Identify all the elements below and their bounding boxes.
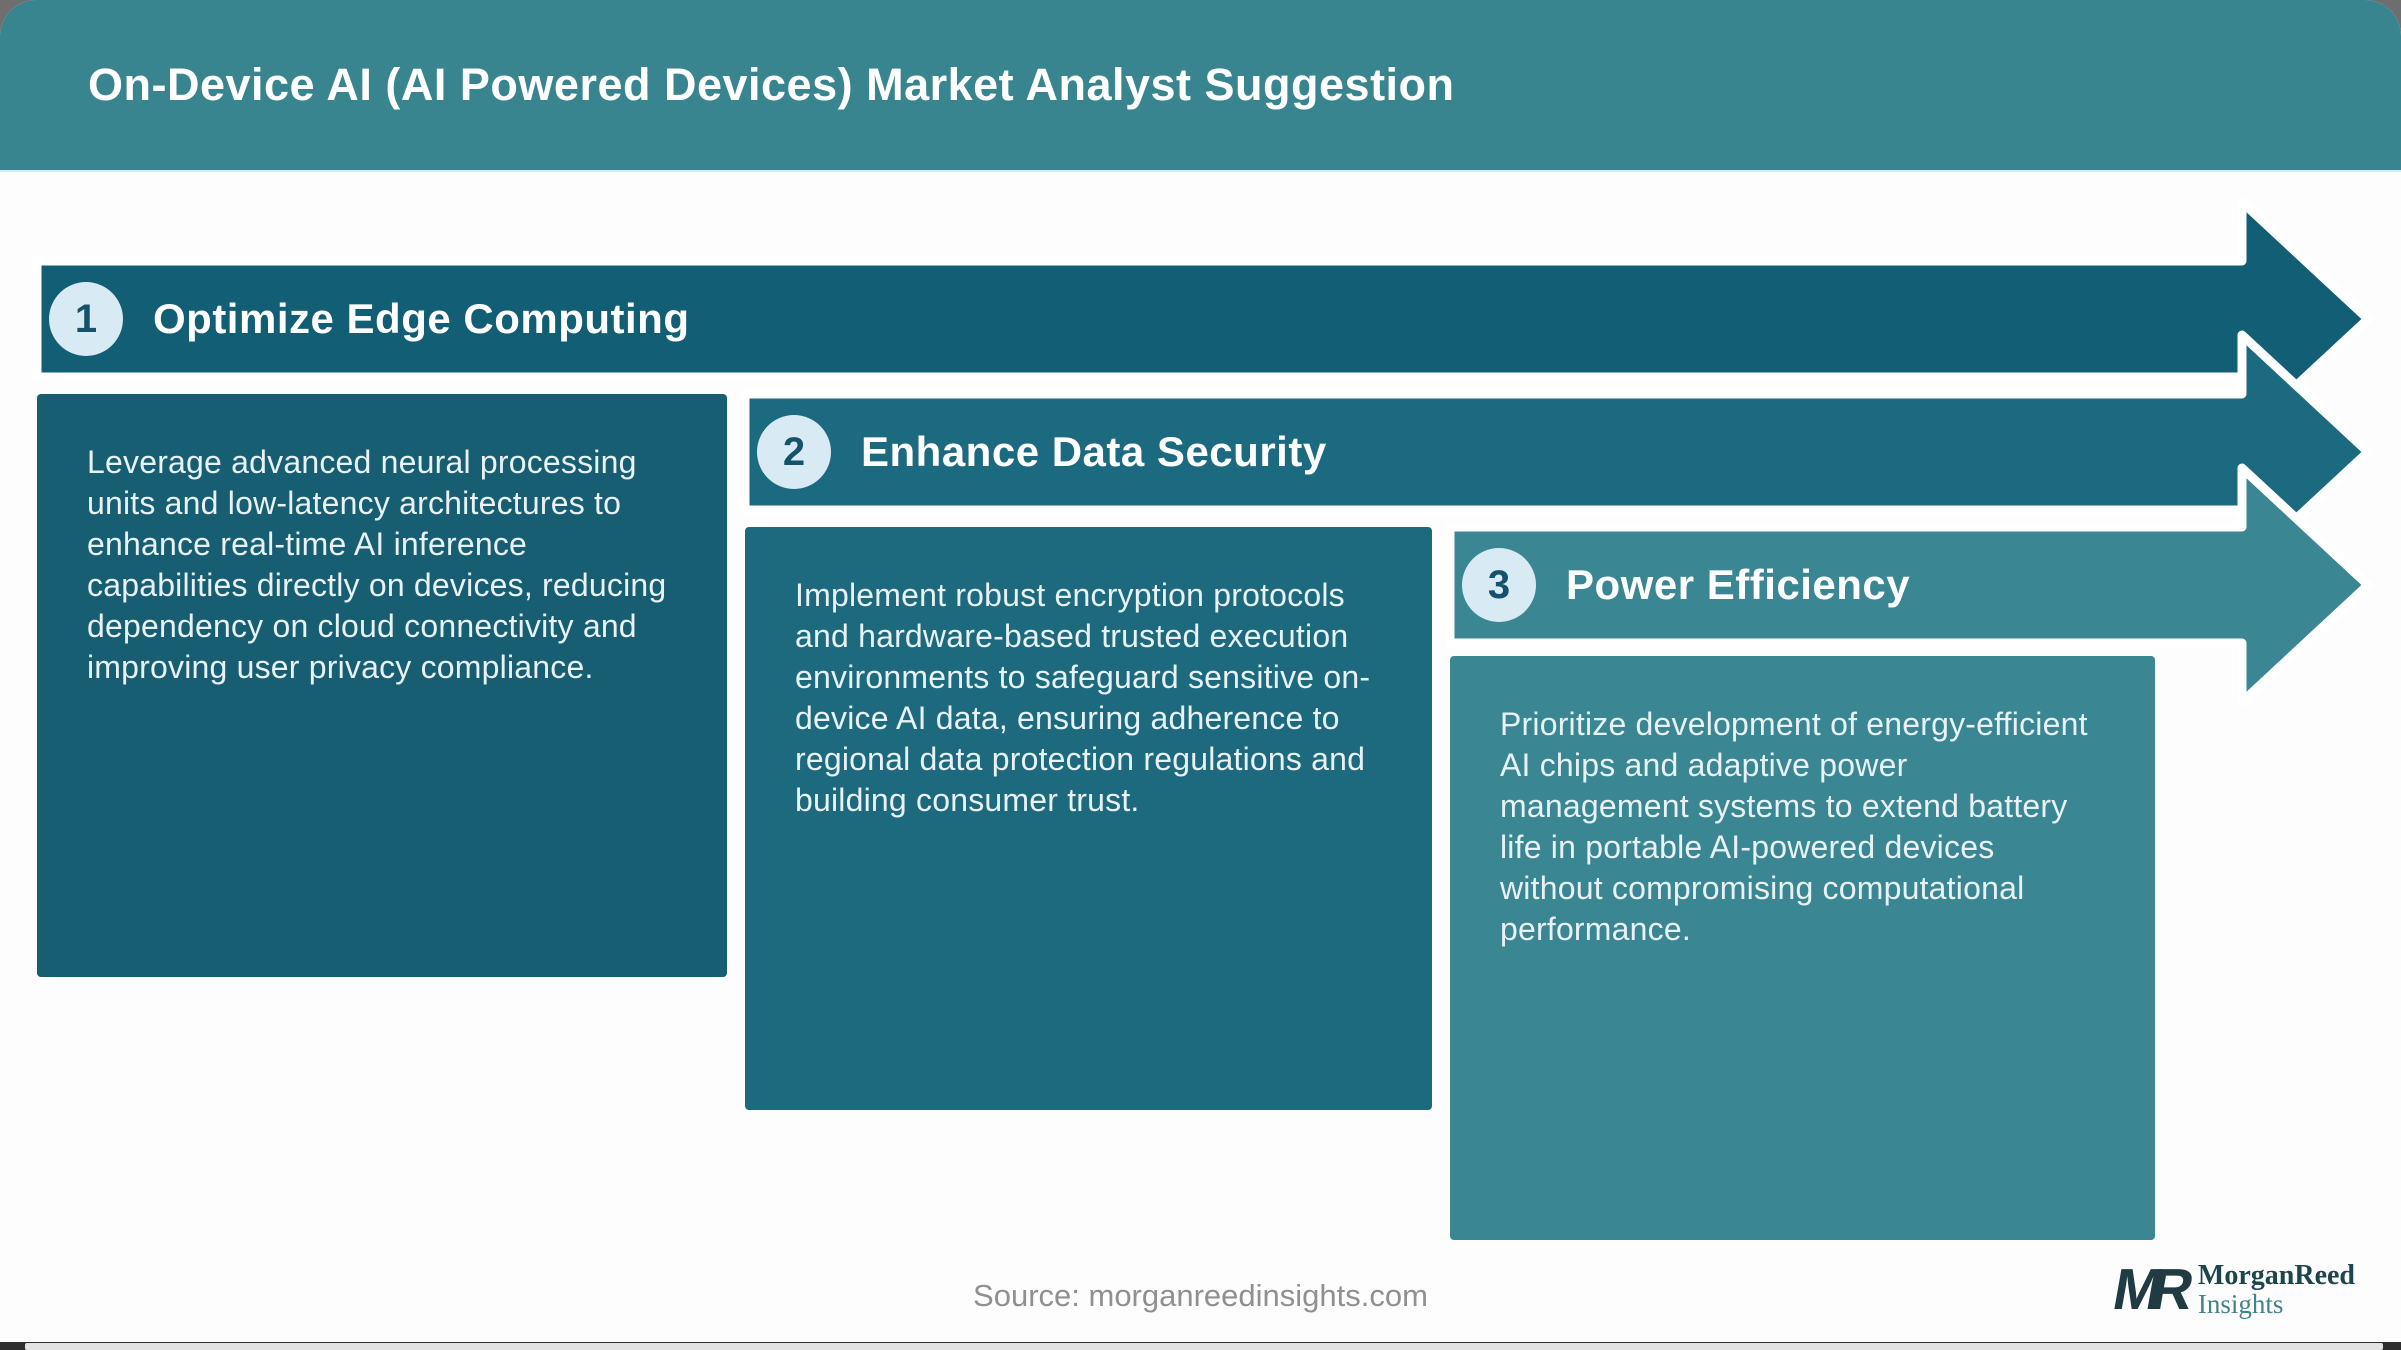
source-attribution: Source: morganreedinsights.com <box>973 1278 1428 1313</box>
step2-description-box: Implement robust encryption protocols an… <box>745 527 1432 1110</box>
step1-description-box: Leverage advanced neural processing unit… <box>37 394 727 977</box>
step2-number-badge: 2 <box>757 415 831 489</box>
step3-banner: 3 Power Efficiency <box>1450 527 2245 643</box>
step1-description-text: Leverage advanced neural processing unit… <box>87 444 667 685</box>
page-title: On-Device AI (AI Powered Devices) Market… <box>88 59 1455 110</box>
step3-title: Power Efficiency <box>1566 561 1911 608</box>
step1-banner: 1 Optimize Edge Computing <box>37 261 2245 377</box>
bottom-scrollbar <box>0 1342 2401 1350</box>
step2-description-text: Implement robust encryption protocols an… <box>795 577 1371 818</box>
step3-number-badge: 3 <box>1462 548 1536 622</box>
morganreed-logo: MR MorganReed Insights <box>2108 1256 2355 1323</box>
logo-name: MorganReed <box>2197 1259 2355 1291</box>
step3-description-text: Prioritize development of energy-efficie… <box>1500 706 2088 947</box>
morganreed-logo-text: MorganReed Insights <box>2197 1259 2355 1320</box>
horizontal-scrollbar-track[interactable] <box>25 1343 2383 1350</box>
step3-description-box: Prioritize development of energy-efficie… <box>1450 656 2155 1240</box>
step1-title: Optimize Edge Computing <box>153 295 690 342</box>
step2-title: Enhance Data Security <box>861 428 1327 475</box>
logo-subname: Insights <box>2197 1289 2284 1320</box>
step2-banner: 2 Enhance Data Security <box>745 394 2245 510</box>
step1-number-badge: 1 <box>49 282 123 356</box>
header-band: On-Device AI (AI Powered Devices) Market… <box>0 0 2401 172</box>
morganreed-monogram-icon: MR <box>2107 1257 2188 1322</box>
